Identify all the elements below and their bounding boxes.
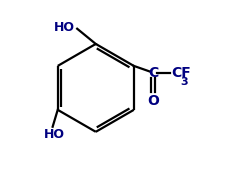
Text: HO: HO — [44, 128, 65, 141]
Text: 3: 3 — [181, 77, 188, 87]
Text: O: O — [147, 94, 159, 108]
Text: C: C — [148, 66, 158, 80]
Text: CF: CF — [171, 66, 191, 80]
Text: HO: HO — [54, 21, 75, 34]
